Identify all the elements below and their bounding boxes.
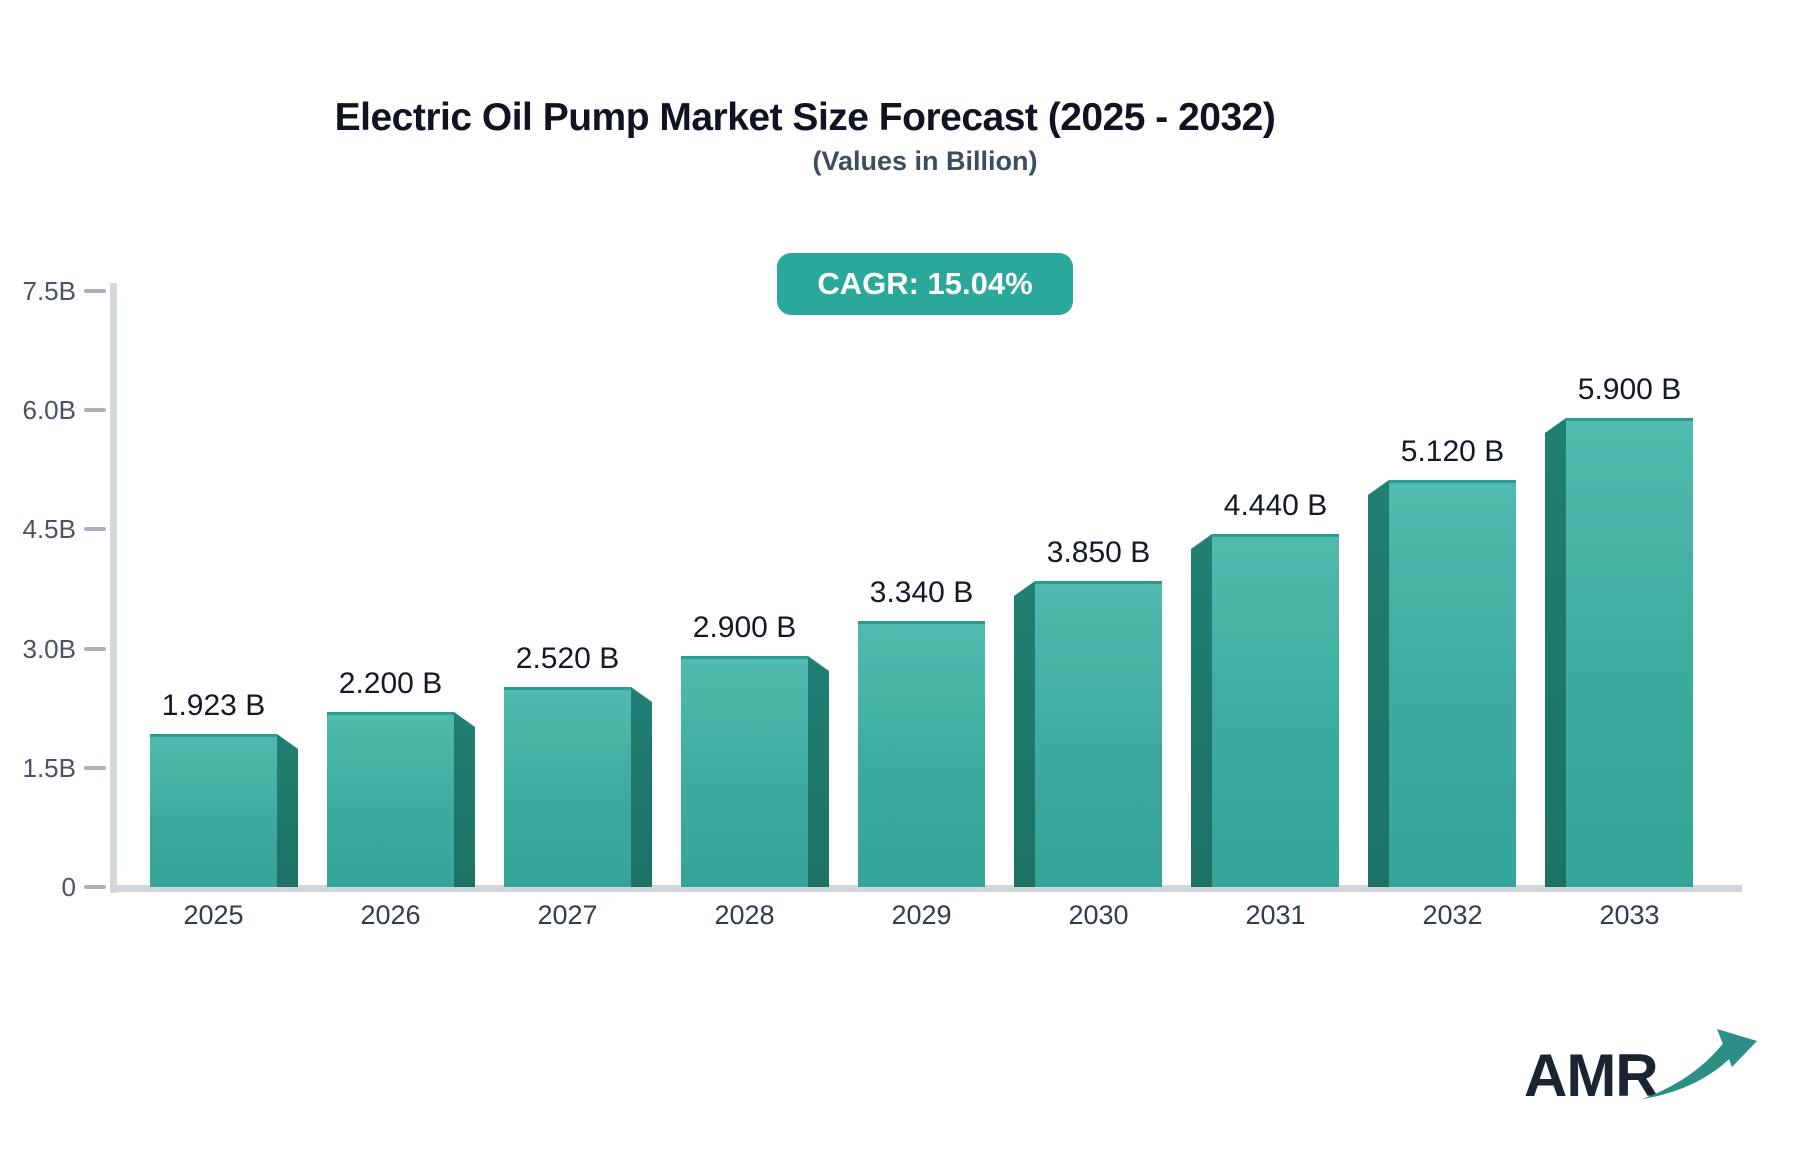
bar-2026 [327,712,475,887]
y-axis-tick-mark [84,885,106,889]
bar-side-2027 [631,687,652,887]
bar-face-2025 [150,734,277,887]
bar-side-2026 [454,712,475,887]
bar-2029 [858,621,985,887]
cagr-badge-wrap: CAGR: 15.04% [110,253,1740,315]
y-axis-tick-mark [84,765,106,770]
bar-value-label-2033: 5.900 B [1577,373,1682,406]
bar-value-label-2025: 1.923 B [161,689,266,722]
bar-2033 [1545,418,1693,887]
bar-value-label-2029: 3.340 B [869,576,974,609]
x-axis-label-2025: 2025 [183,900,244,930]
y-axis-tick-label: 7.5B [22,275,77,306]
chart-subtitle-wrap: (Values in Billion) [110,146,1740,177]
y-axis-tick-label: 6.0B [22,395,77,425]
x-axis-label-2027: 2027 [537,900,598,930]
y-axis-tick-mark [84,527,106,532]
x-axis-label-2031: 2031 [1245,900,1306,930]
x-axis-label-2028: 2028 [714,900,775,930]
bar-side-2025 [277,734,298,887]
bar-2031 [1191,534,1339,887]
x-axis-label-2033: 2033 [1599,900,1660,930]
trend-up-arrow-icon [1638,1027,1764,1112]
bar-2027 [504,687,652,887]
x-axis-label-2030: 2030 [1068,900,1129,930]
bar-value-label-2031: 4.440 B [1223,489,1328,522]
x-axis-line [110,885,1742,892]
bar-face-2027 [504,687,631,887]
x-axis-label-2026: 2026 [360,900,421,930]
bar-value-label-2028: 2.900 B [692,611,797,644]
y-axis-line [110,283,117,893]
bar-2025 [150,734,298,887]
y-axis-tick-mark [84,408,106,412]
bar-face-2026 [327,712,454,887]
bar-2028 [681,656,829,887]
bar-side-2031 [1191,534,1212,887]
amr-logo-text: AMR [1524,1042,1659,1109]
chart-header: Electric Oil Pump Market Size Forecast (… [0,0,1610,140]
y-axis-tick-mark [84,646,106,651]
bar-face-2033 [1566,418,1693,887]
cagr-badge: CAGR: 15.04% [777,253,1073,315]
y-axis-tick-label: 4.5B [22,514,77,545]
chart-subtitle: (Values in Billion) [812,146,1038,176]
bar-face-2029 [858,621,985,887]
bar-value-label-2032: 5.120 B [1400,435,1505,468]
y-axis-tick-label: 0 [61,872,76,902]
bar-value-label-2027: 2.520 B [515,642,620,675]
y-axis-tick-label: 1.5B [22,752,77,783]
amr-logo: AMR [1524,1029,1764,1116]
bar-side-2030 [1014,581,1035,887]
bar-side-2033 [1545,418,1566,887]
bar-2030 [1014,581,1162,887]
bar-value-label-2030: 3.850 B [1046,536,1151,569]
x-axis-label-2032: 2032 [1422,900,1483,930]
bar-face-2028 [681,656,808,887]
x-axis-label-2029: 2029 [891,900,952,930]
bar-side-2028 [808,656,829,887]
bar-face-2031 [1212,534,1339,887]
bar-value-label-2026: 2.200 B [338,667,443,700]
bar-side-2032 [1368,480,1389,887]
page-title: Electric Oil Pump Market Size Forecast (… [334,96,1276,139]
y-axis-tick-label: 3.0B [22,633,77,664]
bar-2032 [1368,480,1516,887]
y-axis-tick-mark [84,288,106,293]
bar-face-2032 [1389,480,1516,887]
bar-face-2030 [1035,581,1162,887]
